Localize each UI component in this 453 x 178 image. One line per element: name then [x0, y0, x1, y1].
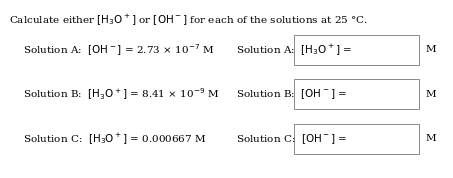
- Text: Solution C:  $[\mathrm{H_3O^+}]$ = 0.000667 M: Solution C: $[\mathrm{H_3O^+}]$ = 0.0006…: [23, 131, 206, 146]
- Text: Solution A:  $[\mathrm{H_3O^+}]$ =: Solution A: $[\mathrm{H_3O^+}]$ =: [236, 42, 352, 57]
- Text: Solution A:  $[\mathrm{OH^-}]$ = 2.73 × 10$^{-7}$ M: Solution A: $[\mathrm{OH^-}]$ = 2.73 × 1…: [23, 42, 214, 58]
- Bar: [294, 124, 419, 154]
- Text: Solution B:  $[\mathrm{OH^-}]$ =: Solution B: $[\mathrm{OH^-}]$ =: [236, 87, 347, 101]
- Bar: [294, 35, 419, 65]
- Bar: [294, 79, 419, 109]
- Text: Calculate either $[\mathrm{H_3O^+}]$ or $[\mathrm{OH^-}]$ for each of the soluti: Calculate either $[\mathrm{H_3O^+}]$ or …: [9, 12, 368, 27]
- Text: M: M: [426, 134, 436, 143]
- Text: M: M: [426, 45, 436, 54]
- Text: M: M: [426, 90, 436, 99]
- Text: Solution B:  $[\mathrm{H_3O^+}]$ = 8.41 × 10$^{-9}$ M: Solution B: $[\mathrm{H_3O^+}]$ = 8.41 ×…: [23, 87, 219, 102]
- Text: Solution C:  $[\mathrm{OH^-}]$ =: Solution C: $[\mathrm{OH^-}]$ =: [236, 132, 347, 146]
